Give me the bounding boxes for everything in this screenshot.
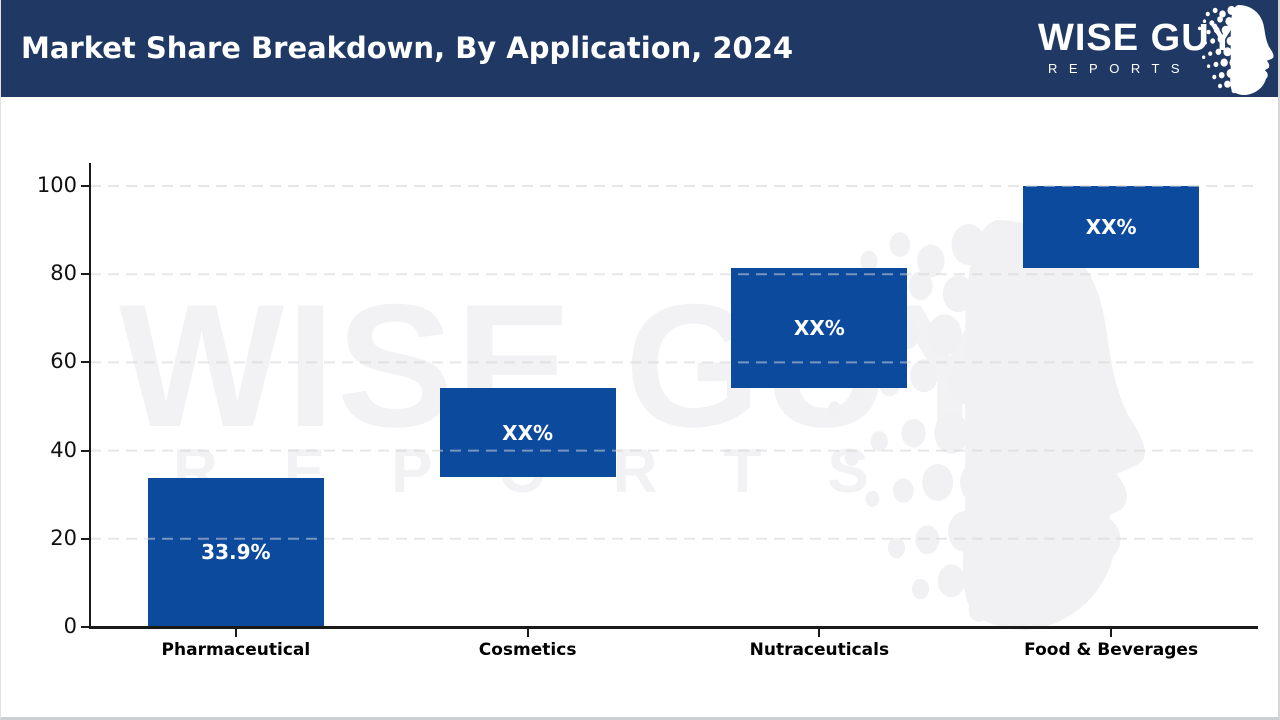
page-title: Market Share Breakdown, By Application, … <box>21 31 794 65</box>
bar-value-label: 33.9% <box>201 540 271 565</box>
y-tick <box>81 449 89 452</box>
y-tick <box>81 537 89 540</box>
bar-value-label: XX% <box>793 316 845 340</box>
x-tick <box>526 629 529 637</box>
bar-value-label: XX% <box>1085 215 1137 240</box>
y-tick <box>81 361 89 364</box>
logo-wise-guy-text: WISE GUY <box>1038 17 1237 59</box>
y-tick-label: 20 <box>50 525 77 550</box>
x-tick <box>1110 629 1113 637</box>
x-category-label: Cosmetics <box>478 640 577 660</box>
y-axis-line <box>89 163 91 627</box>
bar-food-beverages <box>1023 186 1200 269</box>
x-tick <box>818 629 821 637</box>
x-tick <box>234 629 237 637</box>
x-category-label: Pharmaceutical <box>161 640 311 660</box>
y-tick-label: 80 <box>50 261 77 286</box>
bar-cosmetics <box>439 387 616 478</box>
x-category-label: Food & Beverages <box>1024 640 1199 660</box>
y-tick-label: 0 <box>63 614 77 638</box>
y-tick-label: 40 <box>50 437 77 462</box>
bar-value-label: XX% <box>502 420 554 445</box>
bar-pharmaceutical <box>147 477 324 627</box>
x-axis-line <box>89 626 1258 629</box>
y-tick-label: 100 <box>36 173 77 197</box>
y-tick <box>81 626 89 628</box>
logo-reports-text: REPORTS <box>1048 61 1192 76</box>
bar-nutraceuticals <box>731 268 908 388</box>
y-tick <box>81 185 89 187</box>
y-tick <box>81 273 89 276</box>
header: Market Share Breakdown, By Application, … <box>1 0 1278 97</box>
wise-guy-head-icon <box>1193 5 1275 95</box>
y-tick-label: 60 <box>50 349 77 374</box>
x-category-label: Nutraceuticals <box>749 640 890 660</box>
